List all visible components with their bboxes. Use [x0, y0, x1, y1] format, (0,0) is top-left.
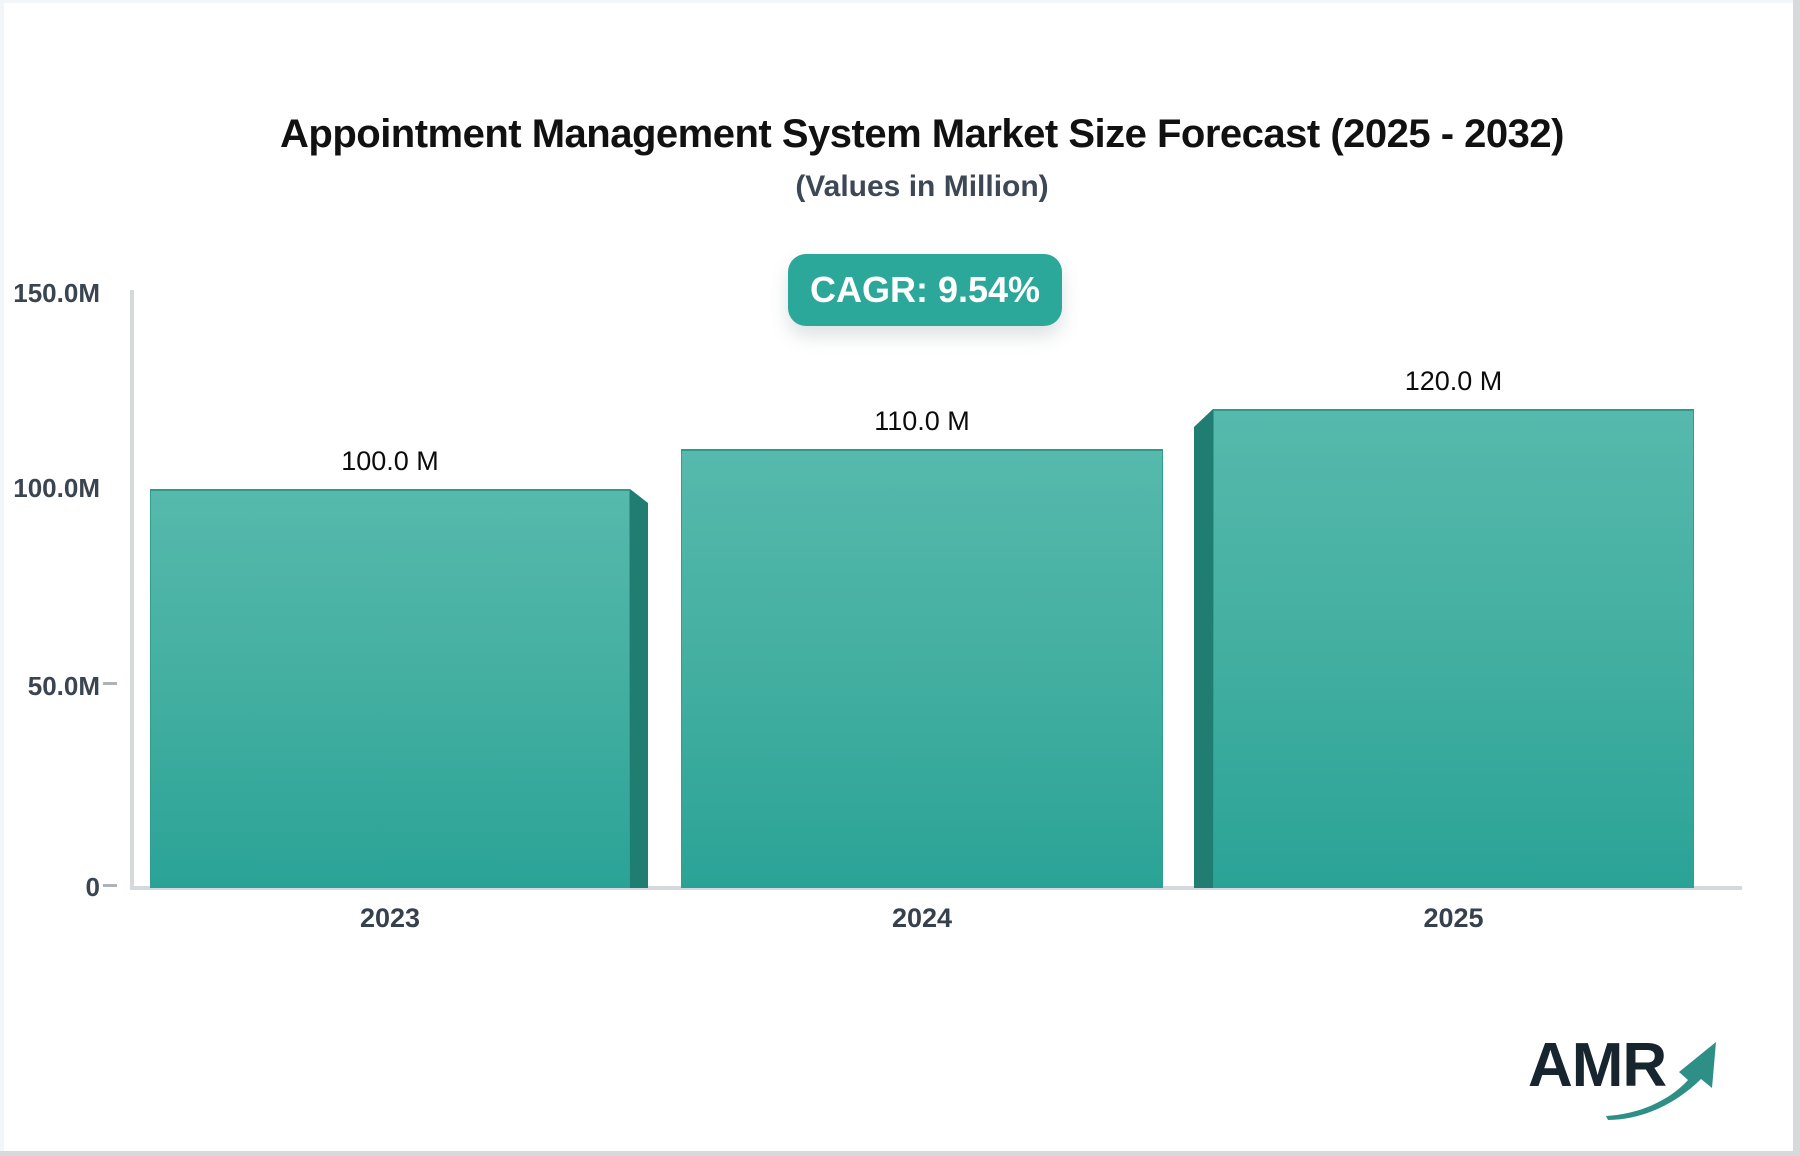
bar-body-2025	[1213, 409, 1694, 888]
x-tick-label-2024: 2024	[891, 903, 953, 933]
y-axis-line	[130, 290, 134, 890]
bar-body-2024	[681, 449, 1163, 888]
y-tick-label-100m: 100.0M	[13, 473, 100, 503]
amr-logo: AMR	[1528, 1022, 1778, 1132]
growth-arrow-icon	[1606, 1042, 1716, 1120]
x-tick-label-2025: 2025	[1423, 903, 1484, 933]
y-axis-tick-0	[103, 884, 117, 887]
bar-3d-shade-2023	[630, 489, 648, 888]
chart-subtitle: (Values in Million)	[795, 170, 1049, 203]
y-axis-tick-50m	[103, 682, 117, 685]
y-tick-label-0: 0	[85, 872, 100, 902]
amr-logo-text: AMR	[1528, 1031, 1667, 1100]
bar-body-2023	[150, 489, 630, 888]
bar-value-label-2023: 100.0 M	[341, 446, 439, 476]
bar-3d-shade-2025	[1194, 409, 1213, 888]
x-axis-line	[130, 886, 1742, 890]
bar-value-label-2024: 110.0 M	[874, 406, 970, 436]
y-tick-label-150m: 150.0M	[13, 278, 100, 308]
chart-title: Appointment Management System Market Siz…	[280, 112, 1564, 156]
cagr-badge: CAGR: 9.54%	[788, 254, 1062, 326]
y-tick-label-50m: 50.0M	[27, 671, 100, 701]
x-tick-label-2023: 2023	[359, 903, 421, 933]
bar-value-label-2025: 120.0 M	[1404, 366, 1503, 396]
